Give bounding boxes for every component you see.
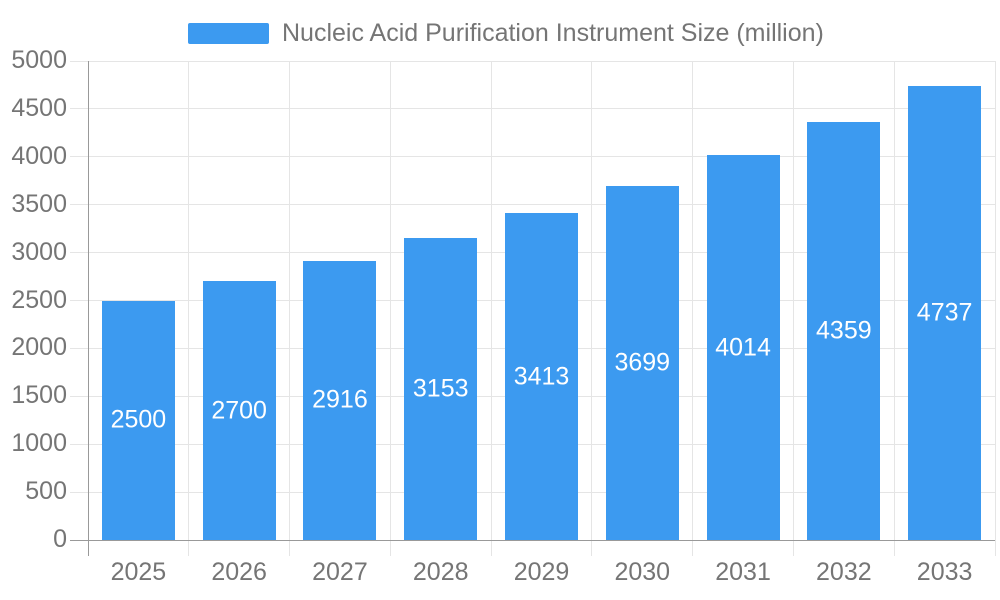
y-axis-label: 4500 [11,93,67,122]
bar-value-label: 2916 [312,385,368,414]
x-axis-label: 2028 [412,558,469,586]
x-axis-tick [792,540,794,556]
legend[interactable]: Nucleic Acid Purification Instrument Siz… [188,19,824,48]
bar-2026[interactable] [202,281,276,540]
y-axis-label: 2000 [11,333,67,362]
y-axis-label: 3500 [11,189,67,218]
bar-2028[interactable] [404,237,478,540]
gridline-horizontal [88,60,995,62]
bar-2033[interactable] [908,86,982,540]
y-axis-label: 1000 [11,429,67,458]
y-axis-label: 3000 [11,237,67,266]
y-axis-label: 0 [53,524,67,553]
gridline-horizontal [88,156,995,158]
x-axis-label: 2027 [312,558,368,586]
gridline-vertical [289,61,291,540]
x-axis-line [70,539,995,541]
y-axis-label: 1500 [11,381,67,410]
gridline-horizontal [88,204,995,206]
y-axis-tick [70,252,88,254]
y-axis-tick [70,347,88,349]
y-axis-tick [70,491,88,493]
x-axis-label: 2025 [110,558,167,586]
gridline-vertical [893,61,895,540]
gridline-vertical [490,61,492,540]
bar-value-label: 3699 [614,348,671,377]
y-axis-label: 4000 [11,141,67,170]
gridline-horizontal [88,108,995,110]
bar-2027[interactable] [303,260,377,540]
x-axis-label: 2029 [513,558,570,586]
x-axis-label: 2031 [715,558,771,586]
bar-2030[interactable] [605,185,679,540]
x-axis-tick [490,540,492,556]
gridline-vertical [389,61,391,540]
bar-value-label: 2700 [211,396,267,425]
gridline-vertical [692,61,694,540]
x-axis-label: 2030 [614,558,671,586]
x-axis-tick [188,540,190,556]
legend-label: Nucleic Acid Purification Instrument Siz… [282,19,824,47]
bar-2032[interactable] [807,122,881,540]
x-axis-tick [289,540,291,556]
y-axis-tick [70,156,88,158]
x-axis-tick [692,540,694,556]
bar-value-label: 4737 [916,298,973,327]
bar-value-label: 2500 [110,405,167,434]
x-axis-tick [389,540,391,556]
bar-value-label: 4359 [816,316,872,345]
gridline-vertical [994,61,996,540]
bar-value-label: 3413 [513,362,570,391]
x-axis-tick [893,540,895,556]
bar-2031[interactable] [706,155,780,540]
bar-2025[interactable] [101,300,175,540]
y-axis-label: 5000 [11,45,67,74]
gridline-vertical [591,61,593,540]
y-axis-tick [70,300,88,301]
y-axis-label: 500 [25,477,67,506]
x-axis-label: 2026 [211,558,267,586]
gridline-vertical [792,61,794,540]
x-axis-label: 2033 [916,558,973,586]
x-axis-label: 2032 [816,558,872,586]
y-axis-tick [70,204,88,206]
bar-2029[interactable] [505,213,578,540]
legend-swatch-icon [188,23,269,44]
x-axis-tick [591,540,593,556]
gridline-vertical [188,61,190,540]
bar-value-label: 4014 [715,333,771,362]
bar-value-label: 3153 [412,374,469,403]
y-axis-label: 2500 [11,285,67,314]
y-axis-tick [70,395,88,397]
y-axis-tick [70,60,88,62]
x-axis-tick [994,540,996,556]
y-axis-line [87,61,89,556]
y-axis-tick [70,443,88,445]
y-axis-tick [70,108,88,110]
